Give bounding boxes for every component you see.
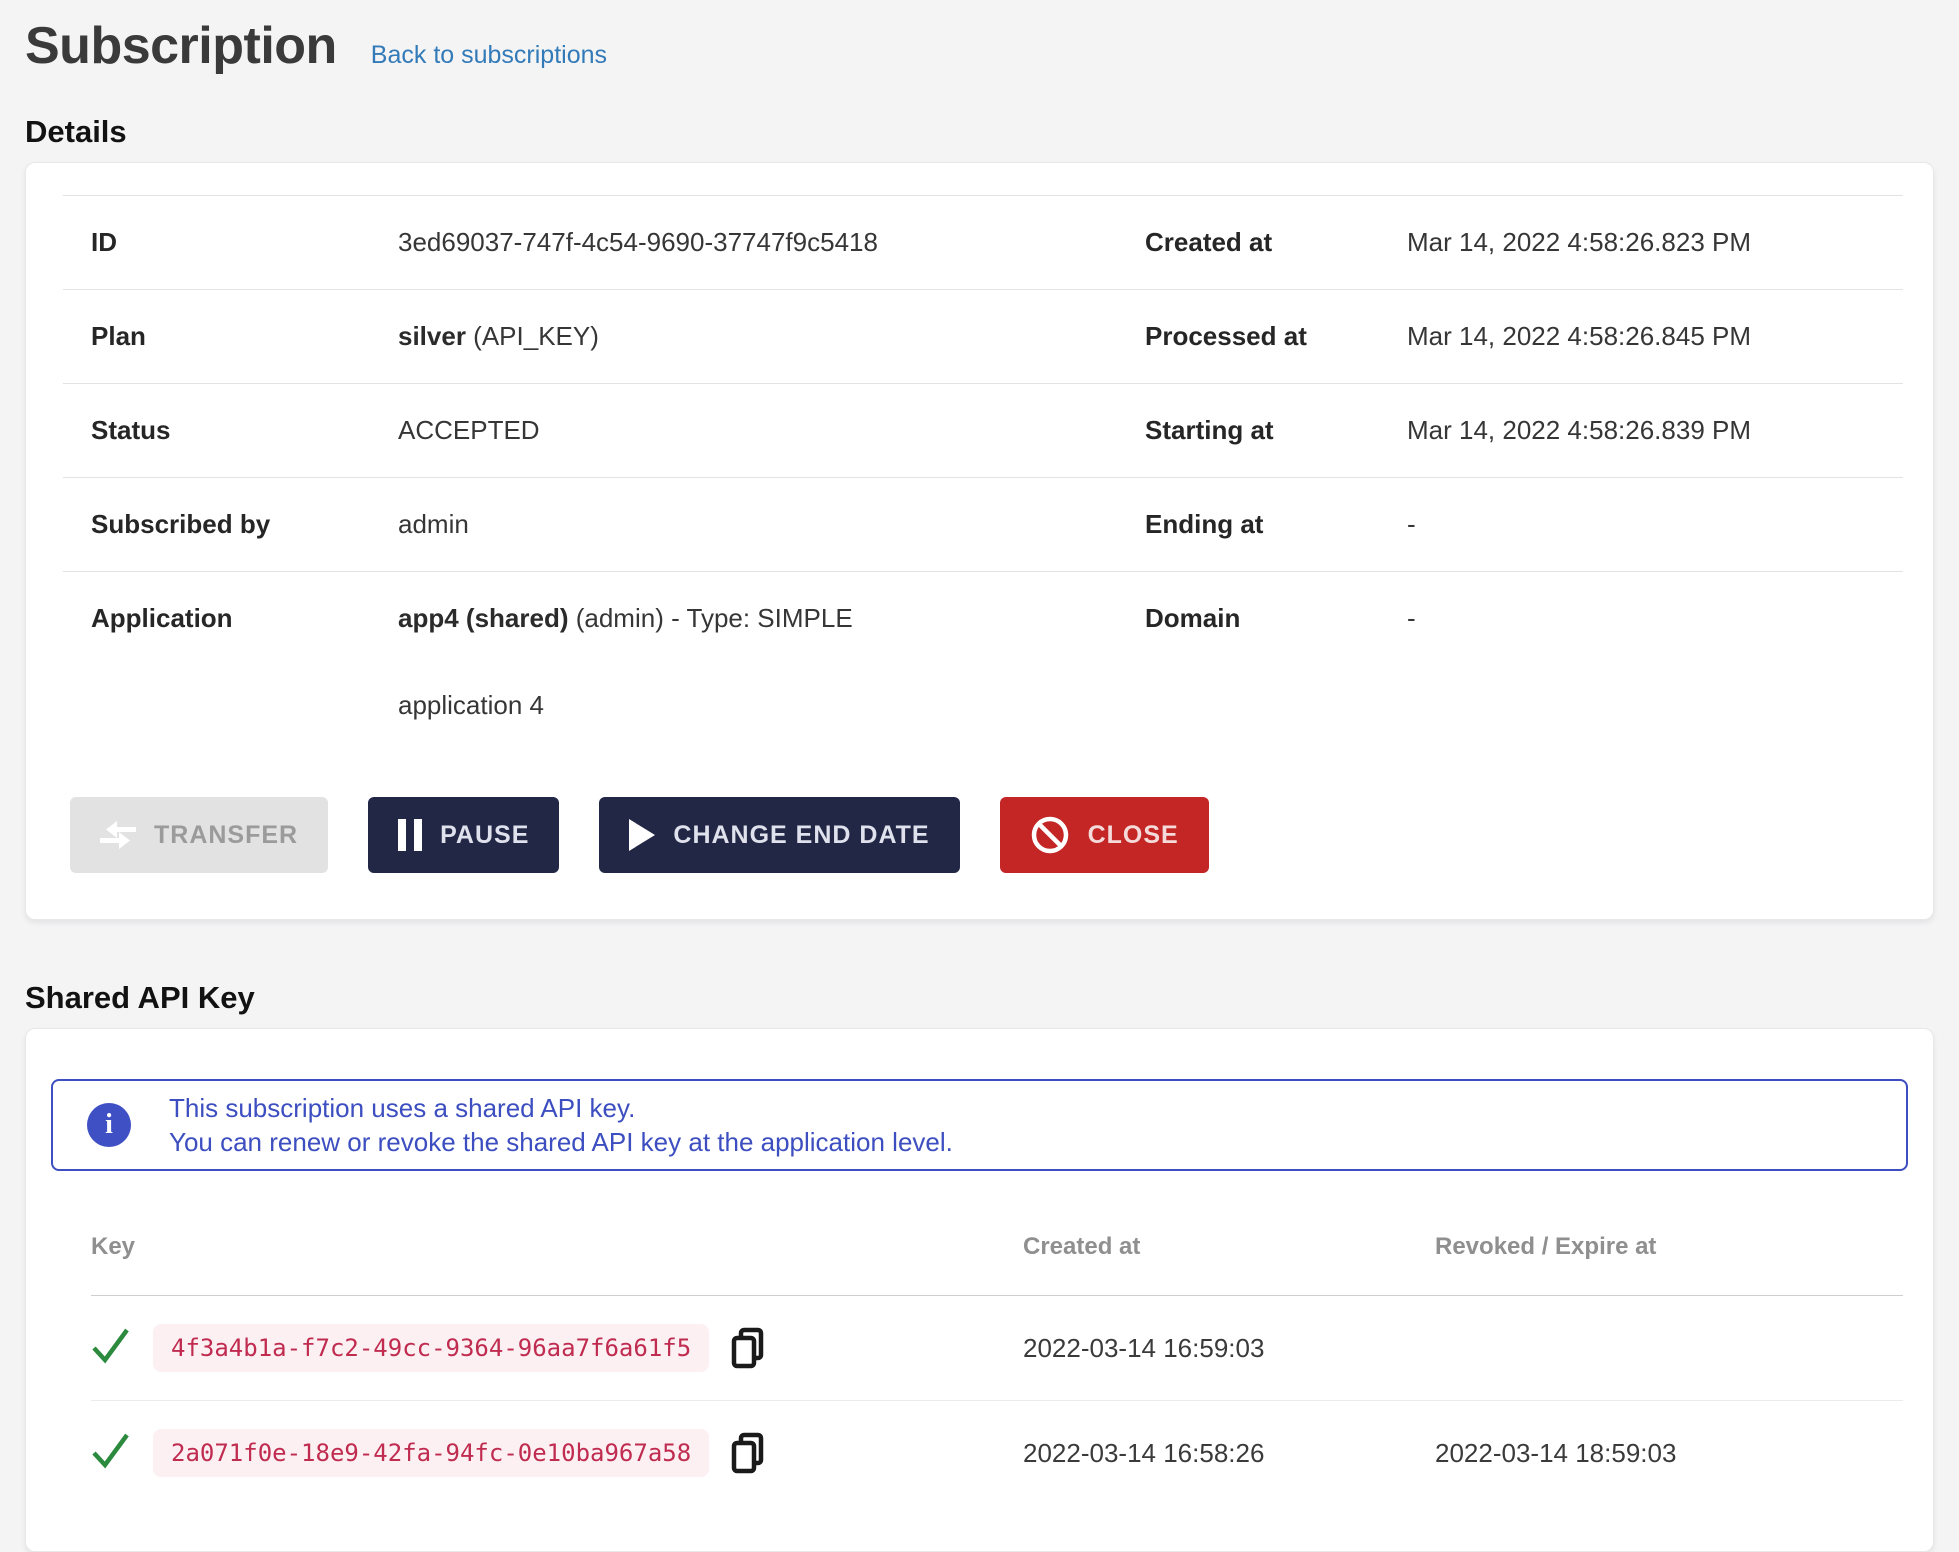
api-key-table-header: Key Created at Revoked / Expire at bbox=[91, 1233, 1903, 1296]
detail-label-status: Status bbox=[91, 415, 171, 445]
detail-label-subscribed-by: Subscribed by bbox=[91, 509, 271, 539]
pause-button[interactable]: PAUSE bbox=[368, 797, 560, 873]
subscription-actions: TRANSFER PAUSE CHANGE END DATE bbox=[70, 797, 1933, 919]
copy-key-button[interactable] bbox=[731, 1327, 765, 1369]
detail-label-plan: Plan bbox=[91, 321, 146, 351]
details-heading: Details bbox=[25, 114, 127, 149]
key-created-at: 2022-03-14 16:59:03 bbox=[1023, 1332, 1265, 1363]
key-valid-icon bbox=[91, 1432, 131, 1475]
detail-value-ending-at: - bbox=[1407, 509, 1416, 539]
detail-label-created-at: Created at bbox=[1145, 227, 1273, 257]
detail-row-subscribed-by: Subscribed by admin Ending at - bbox=[63, 477, 1903, 571]
info-alert-line1: This subscription uses a shared API key. bbox=[169, 1093, 636, 1123]
detail-label-processed-at: Processed at bbox=[1145, 321, 1307, 351]
transfer-icon bbox=[100, 821, 136, 849]
info-alert-text: This subscription uses a shared API key.… bbox=[169, 1091, 953, 1159]
info-alert: i This subscription uses a shared API ke… bbox=[51, 1079, 1908, 1171]
detail-value-id: 3ed69037-747f-4c54-9690-37747f9c5418 bbox=[398, 227, 878, 257]
detail-value-processed-at: Mar 14, 2022 4:58:26.845 PM bbox=[1407, 321, 1752, 351]
copy-icon bbox=[731, 1327, 765, 1372]
api-key-row: 2a071f0e-18e9-42fa-94fc-0e10ba967a58 202… bbox=[91, 1401, 1903, 1505]
detail-row-application: Application app4 (shared) (admin) - Type… bbox=[63, 571, 1903, 747]
detail-row-id: ID 3ed69037-747f-4c54-9690-37747f9c5418 … bbox=[63, 195, 1903, 289]
close-button[interactable]: CLOSE bbox=[999, 797, 1209, 873]
page-title: Subscription bbox=[25, 17, 337, 75]
detail-row-plan: Plan silver (API_KEY) Processed at Mar 1… bbox=[63, 289, 1903, 383]
shared-api-key-card: i This subscription uses a shared API ke… bbox=[25, 1028, 1934, 1552]
page-header: Subscription Back to subscriptions bbox=[25, 16, 1934, 76]
details-table: ID 3ed69037-747f-4c54-9690-37747f9c5418 … bbox=[63, 195, 1903, 747]
column-header-created-at: Created at bbox=[1023, 1233, 1141, 1260]
detail-value-subscribed-by: admin bbox=[398, 509, 469, 539]
key-revoked-at: 2022-03-14 18:59:03 bbox=[1435, 1437, 1677, 1468]
copy-icon bbox=[731, 1432, 765, 1477]
column-header-key: Key bbox=[91, 1233, 136, 1260]
close-button-label: CLOSE bbox=[1087, 820, 1179, 849]
application-line1: app4 (shared) (admin) - Type: SIMPLE bbox=[398, 603, 1117, 634]
copy-key-button[interactable] bbox=[731, 1432, 765, 1474]
detail-value-domain: - bbox=[1407, 603, 1416, 633]
detail-label-starting-at: Starting at bbox=[1145, 415, 1274, 445]
plan-type: (API_KEY) bbox=[465, 321, 599, 351]
change-end-date-button-label: CHANGE END DATE bbox=[673, 820, 930, 849]
detail-label-domain: Domain bbox=[1145, 603, 1241, 633]
api-key-row: 4f3a4b1a-f7c2-49cc-9364-96aa7f6a61f5 202… bbox=[91, 1296, 1903, 1401]
back-to-subscriptions-link[interactable]: Back to subscriptions bbox=[370, 41, 608, 69]
transfer-button-label: TRANSFER bbox=[154, 820, 299, 849]
key-valid-icon bbox=[91, 1327, 131, 1370]
plan-name: silver bbox=[398, 321, 466, 351]
pause-button-label: PAUSE bbox=[440, 820, 530, 849]
key-cell: 2a071f0e-18e9-42fa-94fc-0e10ba967a58 bbox=[91, 1429, 1023, 1477]
key-created-at: 2022-03-14 16:58:26 bbox=[1023, 1437, 1265, 1468]
detail-label-ending-at: Ending at bbox=[1145, 509, 1264, 539]
pause-icon bbox=[398, 819, 423, 851]
detail-value-application: app4 (shared) (admin) - Type: SIMPLE app… bbox=[398, 603, 1117, 721]
info-alert-line2: You can renew or revoke the shared API k… bbox=[169, 1127, 953, 1157]
ban-icon bbox=[1030, 815, 1070, 855]
column-header-revoked-expire-at: Revoked / Expire at bbox=[1435, 1233, 1657, 1260]
change-end-date-button[interactable]: CHANGE END DATE bbox=[599, 797, 960, 873]
play-icon bbox=[629, 819, 656, 851]
detail-value-plan: silver (API_KEY) bbox=[398, 321, 1117, 352]
detail-value-status: ACCEPTED bbox=[398, 415, 540, 445]
key-cell: 4f3a4b1a-f7c2-49cc-9364-96aa7f6a61f5 bbox=[91, 1324, 1023, 1372]
detail-value-created-at: Mar 14, 2022 4:58:26.823 PM bbox=[1407, 227, 1752, 257]
detail-value-starting-at: Mar 14, 2022 4:58:26.839 PM bbox=[1407, 415, 1752, 445]
api-key-value: 4f3a4b1a-f7c2-49cc-9364-96aa7f6a61f5 bbox=[153, 1324, 710, 1372]
transfer-button[interactable]: TRANSFER bbox=[70, 797, 329, 873]
shared-api-key-heading: Shared API Key bbox=[25, 980, 255, 1015]
application-description: application 4 bbox=[398, 690, 544, 720]
api-key-value: 2a071f0e-18e9-42fa-94fc-0e10ba967a58 bbox=[153, 1429, 710, 1477]
application-meta: (admin) - Type: SIMPLE bbox=[568, 603, 853, 633]
application-name: app4 (shared) bbox=[398, 603, 569, 633]
detail-row-status: Status ACCEPTED Starting at Mar 14, 2022… bbox=[63, 383, 1903, 477]
info-icon: i bbox=[87, 1103, 131, 1147]
detail-label-application: Application bbox=[91, 603, 233, 633]
detail-label-id: ID bbox=[91, 227, 117, 257]
details-card: ID 3ed69037-747f-4c54-9690-37747f9c5418 … bbox=[25, 162, 1934, 920]
api-key-table: Key Created at Revoked / Expire at 4f3a4… bbox=[91, 1233, 1903, 1551]
